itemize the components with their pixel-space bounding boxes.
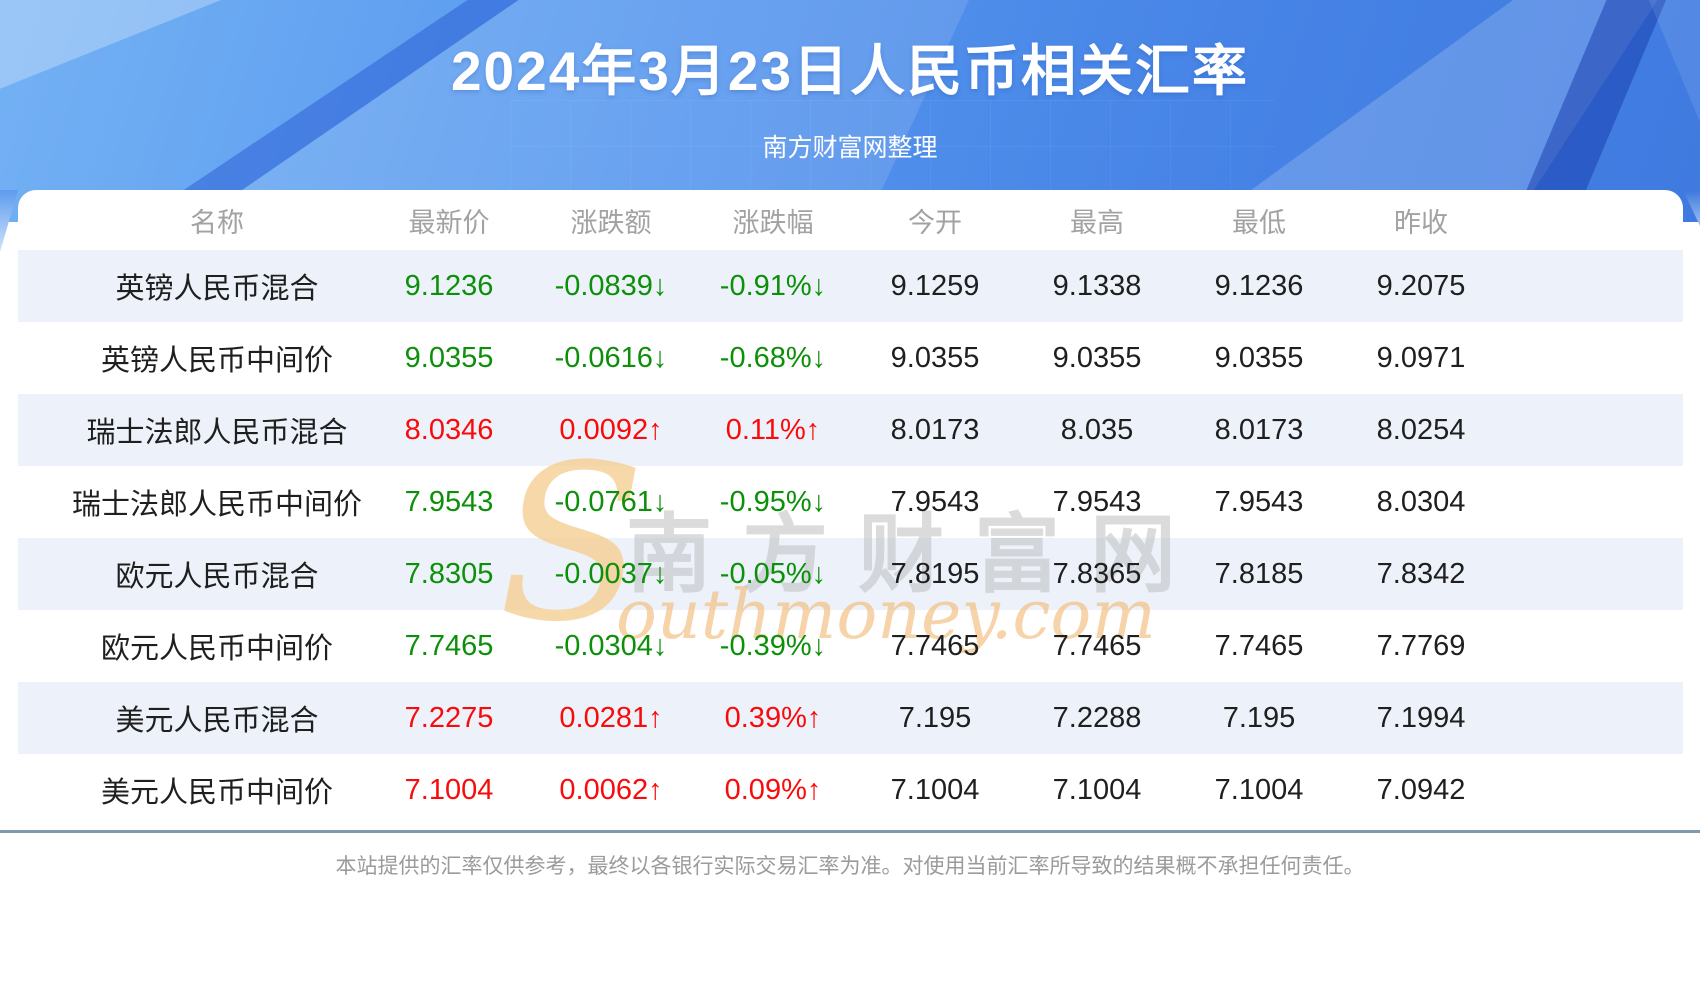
disclaimer-text: 本站提供的汇率仅供参考，最终以各银行实际交易汇率为准。对使用当前汇率所导致的结果… bbox=[335, 855, 1365, 878]
filler-cell bbox=[1502, 322, 1683, 394]
filler-cell bbox=[1502, 610, 1683, 682]
cell-low: 8.0173 bbox=[1214, 413, 1304, 446]
cell-name: 欧元人民币混合 bbox=[115, 561, 319, 593]
cell-change: -0.0304↓ bbox=[554, 629, 668, 662]
cell-change: -0.0037↓ bbox=[554, 557, 668, 590]
filler-cell bbox=[1502, 394, 1683, 466]
table-row: 欧元人民币混合 7.8305 -0.0037↓ -0.05%↓ 7.8195 7.8365… bbox=[18, 538, 1683, 610]
cell-high: 8.035 bbox=[1060, 413, 1134, 446]
row-stripes bbox=[18, 250, 1683, 826]
table-row: 瑞士法郎人民币中间价 7.9543 -0.0761↓ -0.95%↓ 7.9543 7.9… bbox=[18, 466, 1683, 538]
page-subtitle: 南方财富网整理 bbox=[762, 134, 938, 162]
cell-name: 英镑人民币中间价 bbox=[100, 345, 333, 377]
column-header-4: 今开 bbox=[908, 207, 962, 238]
cell-prev-close: 7.1994 bbox=[1376, 701, 1466, 734]
cell-latest: 9.0355 bbox=[404, 341, 494, 374]
cell-open: 9.1259 bbox=[890, 269, 980, 302]
cell-prev-close: 7.0942 bbox=[1376, 773, 1466, 806]
cell-change-pct: 0.09%↑ bbox=[724, 773, 822, 806]
cell-latest: 9.1236 bbox=[404, 269, 494, 302]
cell-change: 0.0062↑ bbox=[559, 773, 663, 806]
cell-name: 英镑人民币混合 bbox=[115, 273, 319, 305]
cell-latest: 7.2275 bbox=[404, 701, 494, 734]
cell-change: 0.0092↑ bbox=[559, 413, 663, 446]
cell-latest: 7.1004 bbox=[404, 773, 494, 806]
cell-high: 9.1338 bbox=[1052, 269, 1142, 302]
filler-cell bbox=[1502, 682, 1683, 754]
cell-open: 9.0355 bbox=[890, 341, 980, 374]
table-row: 欧元人民币中间价 7.7465 -0.0304↓ -0.39%↓ 7.7465 7.746… bbox=[18, 610, 1683, 682]
footer-divider bbox=[0, 830, 1700, 833]
cell-change: 0.0281↑ bbox=[559, 701, 663, 734]
column-header-5: 最高 bbox=[1070, 207, 1124, 238]
table-row: 英镑人民币混合 9.1236 -0.0839↓ -0.91%↓ 9.1259 9.1338… bbox=[18, 250, 1683, 322]
cell-prev-close: 9.0971 bbox=[1376, 341, 1466, 374]
cell-name: 美元人民币混合 bbox=[115, 705, 319, 737]
column-header-7: 昨收 bbox=[1394, 207, 1448, 238]
cell-latest: 7.7465 bbox=[404, 629, 494, 662]
cell-name: 欧元人民币中间价 bbox=[100, 633, 333, 665]
cell-name: 瑞士法郎人民币中间价 bbox=[71, 489, 362, 521]
table-row: 美元人民币混合 7.2275 0.0281↑ 0.39%↑ 7.195 7.2288 7.1… bbox=[18, 682, 1683, 754]
cell-high: 7.8365 bbox=[1052, 557, 1142, 590]
cell-high: 9.0355 bbox=[1052, 341, 1142, 374]
cell-high: 7.2288 bbox=[1052, 701, 1142, 734]
cell-open: 7.195 bbox=[898, 701, 972, 734]
cell-high: 7.9543 bbox=[1052, 485, 1142, 518]
cell-high: 7.1004 bbox=[1052, 773, 1142, 806]
cell-low: 7.9543 bbox=[1214, 485, 1304, 518]
cell-name: 瑞士法郎人民币混合 bbox=[86, 417, 348, 449]
header-row: 名称 最新价 涨跌额 涨跌幅 今开 最高 最低 昨收 bbox=[18, 190, 1683, 250]
cell-change: -0.0616↓ bbox=[554, 341, 668, 374]
cell-low: 9.1236 bbox=[1214, 269, 1304, 302]
cell-latest: 8.0346 bbox=[404, 413, 494, 446]
column-header-3: 涨跌幅 bbox=[732, 207, 814, 238]
cell-change-pct: -0.95%↓ bbox=[719, 485, 827, 518]
cell-change-pct: -0.39%↓ bbox=[719, 629, 827, 662]
rates-card: S 南方财富网 outhmoney.com 名称 最新价 涨跌额 涨跌幅 今开 最高 最低昨… bbox=[18, 190, 1683, 826]
table-row: 英镑人民币中间价 9.0355 -0.0616↓ -0.68%↓ 9.0355 9.035… bbox=[18, 322, 1683, 394]
cell-latest: 7.9543 bbox=[404, 485, 494, 518]
cell-change-pct: 0.39%↑ bbox=[724, 701, 822, 734]
cell-low: 7.195 bbox=[1222, 701, 1296, 734]
filler-header bbox=[1502, 190, 1683, 250]
column-header-2: 涨跌额 bbox=[570, 207, 652, 238]
cell-low: 7.7465 bbox=[1214, 629, 1304, 662]
cell-change: -0.0839↓ bbox=[554, 269, 668, 302]
page-title: 2024年3月23日人民币相关汇率 bbox=[450, 40, 1250, 102]
cell-low: 9.0355 bbox=[1214, 341, 1304, 374]
cell-change-pct: -0.91%↓ bbox=[719, 269, 827, 302]
cell-open: 7.9543 bbox=[890, 485, 980, 518]
cell-open: 7.1004 bbox=[890, 773, 980, 806]
cell-open: 8.0173 bbox=[890, 413, 980, 446]
cell-open: 7.8195 bbox=[890, 557, 980, 590]
filler-cell bbox=[1502, 754, 1683, 826]
cell-change-pct: -0.68%↓ bbox=[719, 341, 827, 374]
cell-low: 7.8185 bbox=[1214, 557, 1304, 590]
cell-prev-close: 9.2075 bbox=[1376, 269, 1466, 302]
filler-cell bbox=[1502, 466, 1683, 538]
cell-prev-close: 7.8342 bbox=[1376, 557, 1466, 590]
cell-high: 7.7465 bbox=[1052, 629, 1142, 662]
filler-cell bbox=[1502, 250, 1683, 322]
table-row: 瑞士法郎人民币混合 8.0346 0.0092↑ 0.11%↑ 8.0173 8.035 8… bbox=[18, 394, 1683, 466]
exchange-rate-table: 名称 最新价 涨跌额 涨跌幅 今开 最高 最低 昨收 英镑人民币混合 9.1236 -0.0839… bbox=[18, 190, 1683, 826]
cell-change-pct: 0.11%↑ bbox=[725, 413, 821, 446]
column-header-1: 最新价 bbox=[408, 207, 490, 238]
column-header-6: 最低 bbox=[1232, 207, 1286, 238]
cell-low: 7.1004 bbox=[1214, 773, 1304, 806]
cell-prev-close: 7.7769 bbox=[1376, 629, 1466, 662]
cell-change: -0.0761↓ bbox=[554, 485, 668, 518]
hero-banner: 2024年3月23日人民币相关汇率 南方财富网整理 bbox=[0, 0, 1700, 222]
cell-change-pct: -0.05%↓ bbox=[719, 557, 827, 590]
cell-prev-close: 8.0254 bbox=[1376, 413, 1466, 446]
cell-prev-close: 8.0304 bbox=[1376, 485, 1466, 518]
cell-open: 7.7465 bbox=[890, 629, 980, 662]
filler-cell bbox=[1502, 538, 1683, 610]
cell-latest: 7.8305 bbox=[404, 557, 494, 590]
table-row: 美元人民币中间价 7.1004 0.0062↑ 0.09%↑ 7.1004 7.1004 7… bbox=[18, 754, 1683, 826]
column-header-0: 名称 bbox=[190, 207, 244, 238]
cell-name: 美元人民币中间价 bbox=[100, 777, 333, 809]
